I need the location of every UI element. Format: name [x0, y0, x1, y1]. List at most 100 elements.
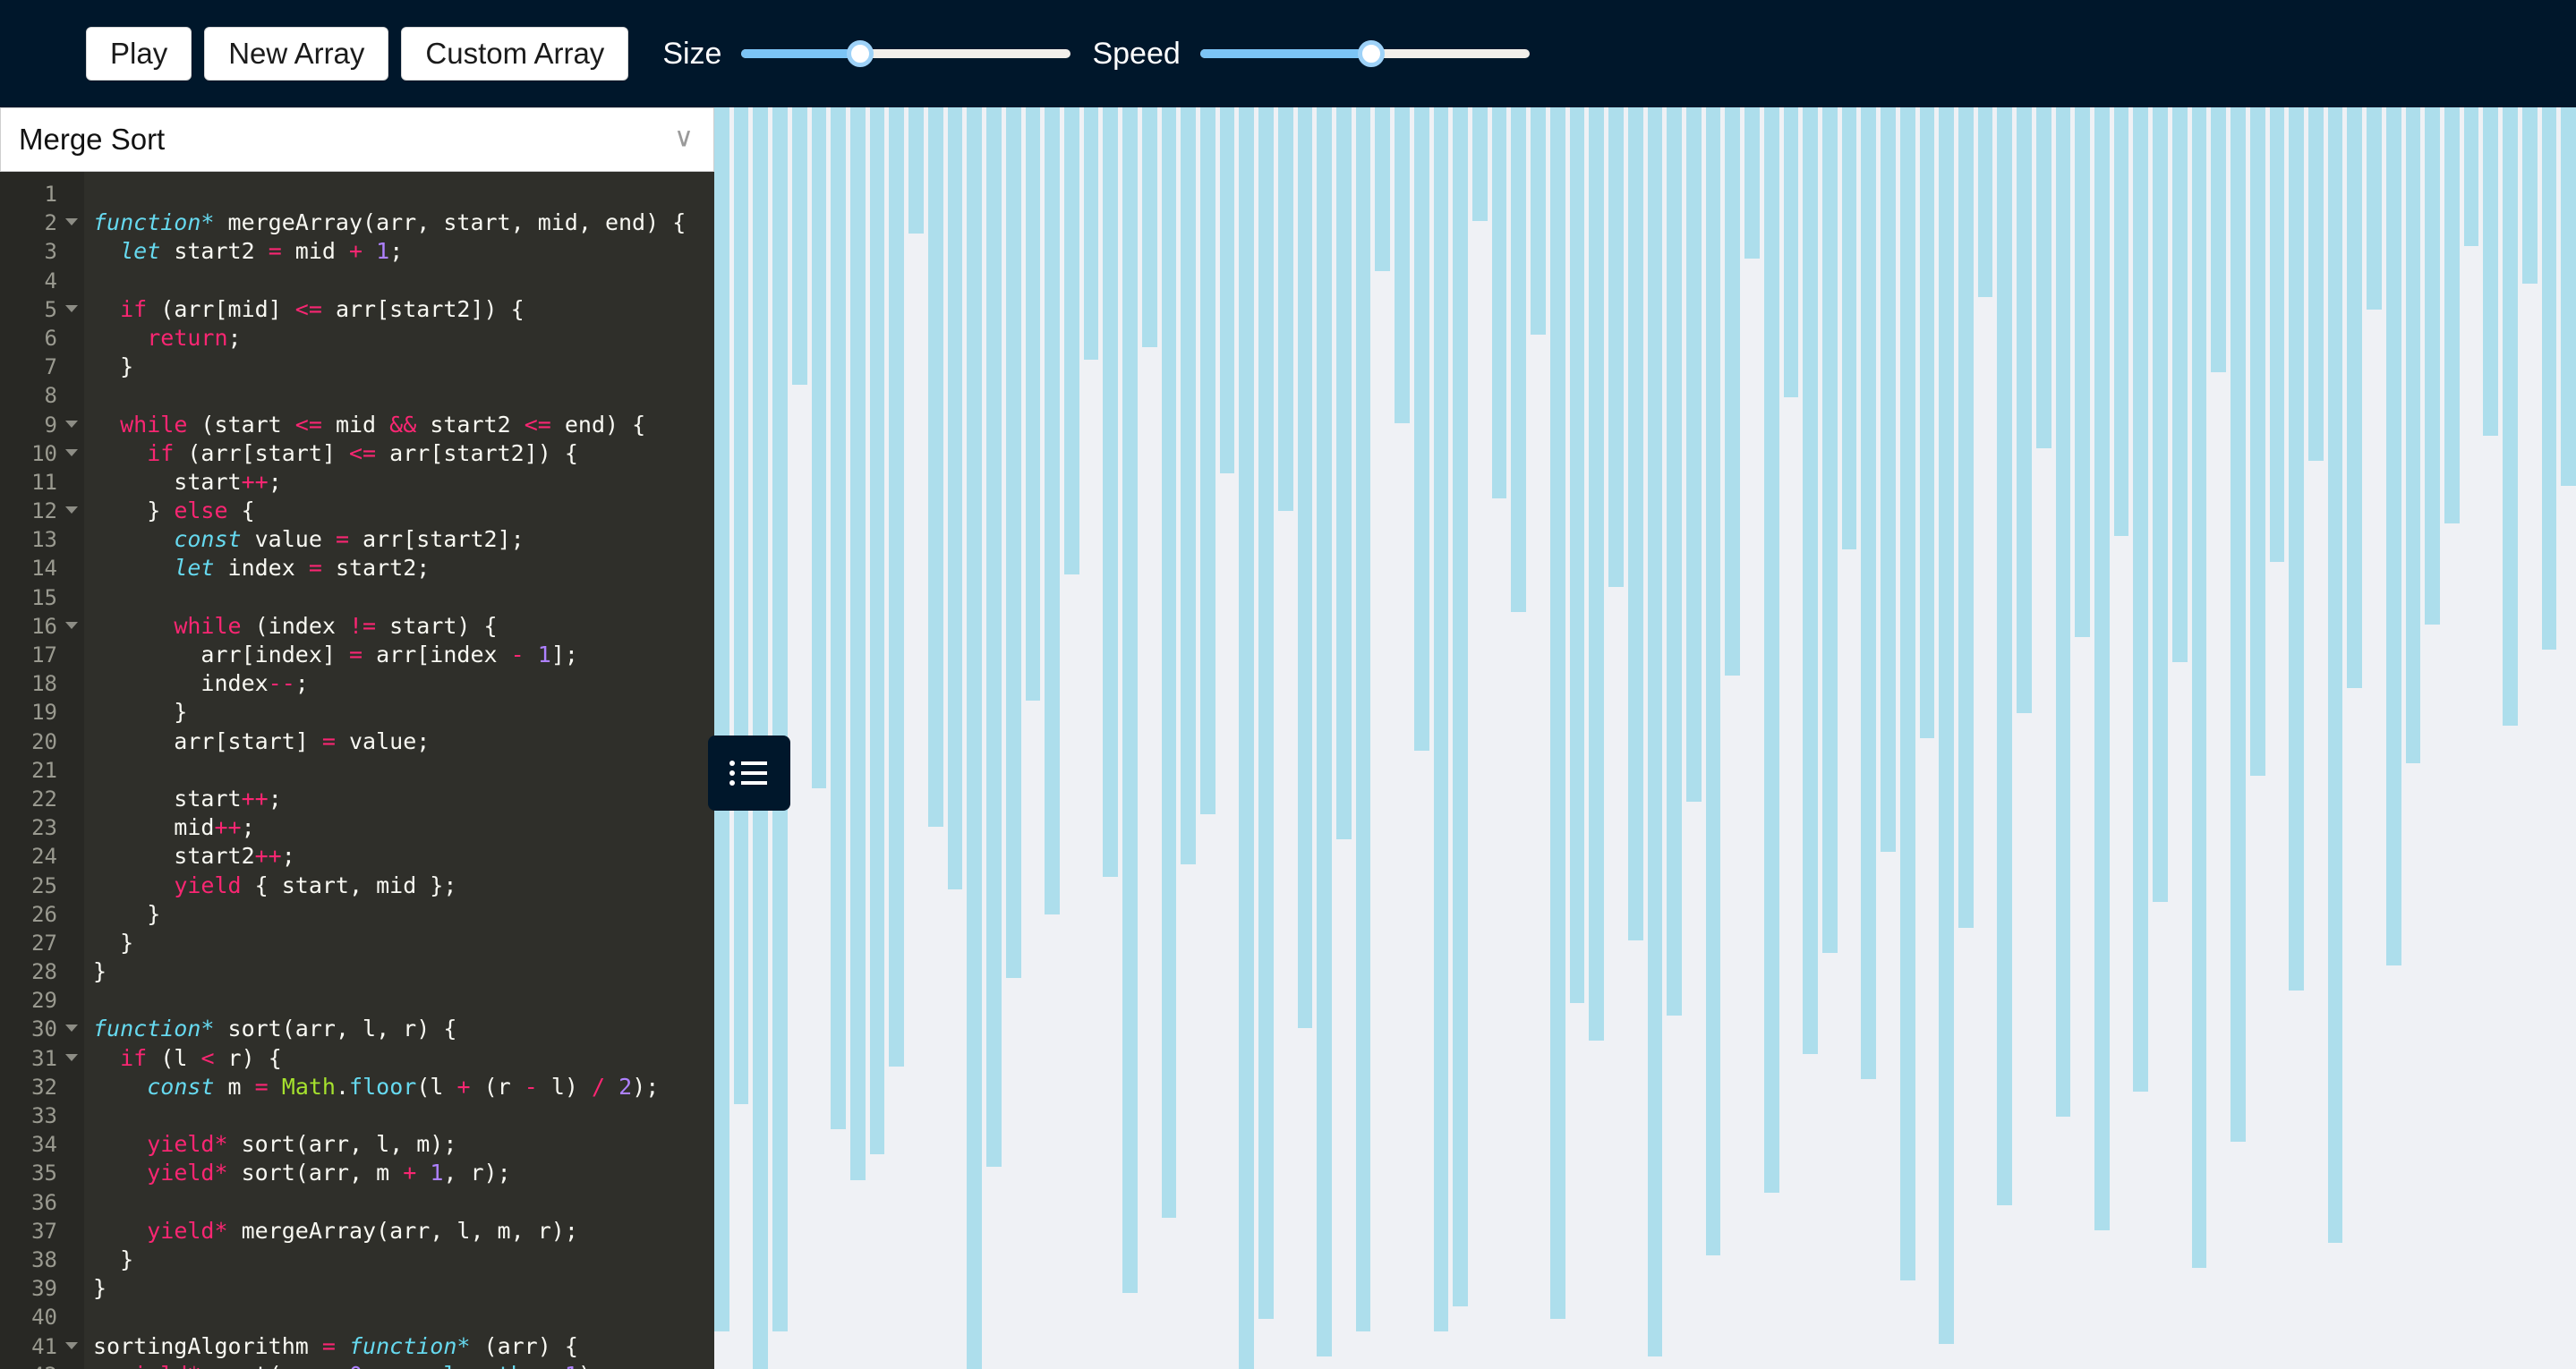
array-bar: [2385, 107, 2401, 965]
code-token: [93, 872, 174, 898]
code-token: start: [93, 785, 242, 812]
array-bar: [2327, 107, 2343, 1243]
line-number: 22: [31, 786, 57, 812]
size-slider[interactable]: [741, 36, 1071, 72]
code-token: );: [632, 1073, 660, 1100]
code-content[interactable]: function* mergeArray(arr, start, mid, en…: [84, 172, 714, 1369]
code-line: start2++;: [93, 842, 714, 871]
array-bar: [2425, 107, 2440, 625]
code-token: );: [578, 1362, 605, 1369]
code-token: [336, 1333, 349, 1359]
array-bar: [2483, 107, 2499, 436]
array-bar: [1685, 107, 1702, 802]
array-bar: [2307, 107, 2324, 461]
array-bar: [1705, 107, 1721, 1256]
code-token: [93, 296, 120, 322]
list-icon-button[interactable]: [708, 736, 790, 811]
array-bar: [1608, 107, 1624, 587]
speed-slider-thumb[interactable]: [1358, 40, 1386, 67]
code-token: { start, mid };: [241, 872, 457, 898]
array-bar: [1589, 107, 1605, 1042]
code-token: , arr.: [363, 1362, 443, 1369]
code-token: .: [335, 1073, 350, 1100]
code-token: 1: [430, 1160, 444, 1186]
array-bar: [1803, 107, 1818, 1054]
code-line: sortingAlgorithm = function* (arr) {: [93, 1332, 714, 1361]
array-bar: [947, 107, 963, 890]
array-bar: [733, 107, 749, 1104]
algorithm-select[interactable]: Merge Sort ∨: [0, 107, 714, 172]
code-token: }: [93, 1246, 134, 1272]
array-bar: [1861, 107, 1877, 1079]
code-token: }: [93, 699, 188, 726]
code-token: arr[start2]) {: [321, 295, 525, 322]
array-bar: [1199, 107, 1215, 814]
list-icon: [729, 759, 769, 787]
line-number-gutter: 1 2 3 4 5 6 7 8 9 10 11 12 13 14 15 16 17 18 19 20 21 22 23 24 2…: [0, 172, 84, 1369]
line-number: 4: [44, 268, 57, 293]
code-token: }: [93, 353, 134, 380]
code-token: [525, 1362, 538, 1369]
code-token: [93, 1218, 147, 1244]
code-token: ;: [241, 814, 255, 841]
code-editor[interactable]: 1 2 3 4 5 6 7 8 9 10 11 12 13 14 15 16 17 18 19 20 21 22 23 24 2…: [0, 172, 714, 1369]
line-number: 21: [31, 757, 57, 783]
array-bar: [1355, 107, 1371, 1331]
code-token: [416, 1160, 430, 1186]
array-bar: [714, 107, 729, 1331]
code-line: let start2 = mid + 1;: [93, 237, 714, 266]
array-bar: [2269, 107, 2285, 562]
array-bar: [1821, 107, 1838, 953]
play-button[interactable]: Play: [86, 27, 192, 81]
code-line: [93, 267, 714, 295]
array-bar: [1433, 107, 1449, 1331]
code-token: ;: [389, 238, 404, 265]
code-token: [93, 526, 174, 552]
line-number: 20: [31, 728, 57, 754]
fold-arrow-icon[interactable]: [65, 1025, 78, 1033]
size-label: Size: [662, 36, 722, 71]
fold-arrow-icon[interactable]: [65, 304, 78, 312]
speed-slider-fill: [1199, 49, 1372, 58]
code-line: if (l < r) {: [93, 1044, 714, 1073]
code-token: ++: [241, 468, 269, 495]
code-token: (arr) {: [470, 1332, 578, 1359]
fold-arrow-icon[interactable]: [65, 506, 78, 514]
array-bar: [1297, 107, 1313, 1029]
code-token: function*: [93, 1016, 215, 1042]
fold-arrow-icon[interactable]: [65, 448, 78, 456]
fold-arrow-icon[interactable]: [65, 621, 78, 629]
code-token: return: [147, 324, 228, 351]
fold-arrow-icon[interactable]: [65, 1341, 78, 1349]
code-token: if: [147, 439, 175, 466]
line-number: 26: [31, 901, 57, 927]
code-token: start2;: [321, 555, 431, 582]
code-token: <=: [294, 295, 322, 322]
code-token: 2: [618, 1073, 633, 1100]
code-token: +: [456, 1073, 471, 1100]
fold-arrow-icon[interactable]: [65, 420, 78, 428]
code-token: &&: [389, 411, 417, 438]
array-bar: [2017, 107, 2032, 713]
code-line: while (index != start) {: [93, 612, 714, 641]
speed-slider[interactable]: [1199, 36, 1530, 72]
code-token: function*: [349, 1332, 471, 1359]
line-number: 7: [44, 354, 57, 380]
code-line: yield* sort(arr, 0, arr.length - 1);: [93, 1361, 714, 1369]
custom-array-button[interactable]: Custom Array: [401, 27, 629, 81]
line-number: 19: [31, 700, 57, 726]
fold-arrow-icon[interactable]: [65, 1053, 78, 1061]
size-slider-thumb[interactable]: [846, 40, 874, 67]
line-number: 36: [31, 1189, 57, 1215]
line-number: 3: [44, 239, 57, 265]
fold-arrow-icon[interactable]: [65, 218, 78, 226]
line-number: 9: [0, 411, 84, 439]
code-token: start2: [93, 843, 255, 870]
array-bar: [1881, 107, 1896, 852]
code-token: <=: [349, 439, 377, 466]
new-array-button[interactable]: New Array: [204, 27, 389, 81]
array-bar: [1103, 107, 1119, 878]
array-bar: [1025, 107, 1041, 701]
chevron-down-icon: ∨: [674, 123, 694, 153]
size-slider-track: [741, 49, 1071, 58]
